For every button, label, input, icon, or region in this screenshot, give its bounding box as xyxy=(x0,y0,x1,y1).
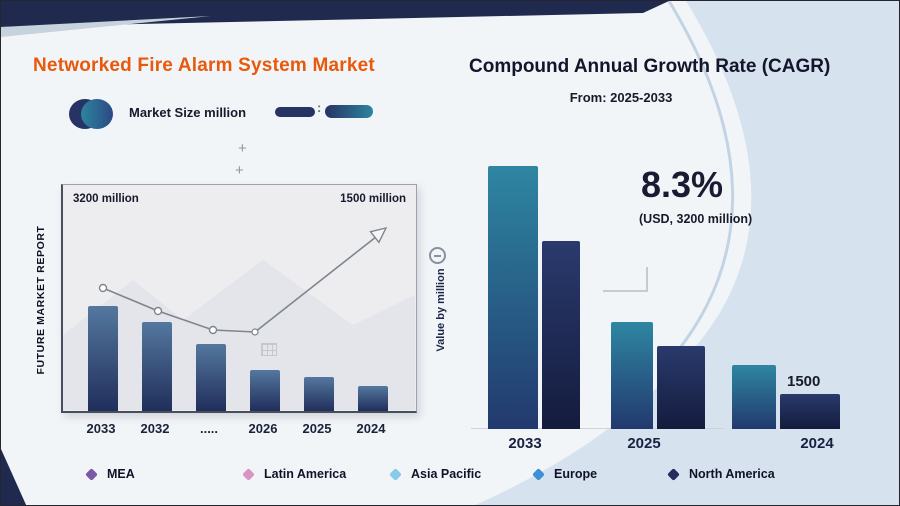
right-bar-primary xyxy=(732,364,776,429)
arrow-head-icon xyxy=(369,226,388,244)
left-axis-label: ..... xyxy=(199,421,219,436)
region-legend-label: Europe xyxy=(554,467,598,481)
right-bar-primary xyxy=(488,166,538,429)
annotation-min: 1500 million xyxy=(340,193,406,205)
top-band-accent xyxy=(1,16,211,37)
swoosh-edge-line xyxy=(667,1,735,354)
region-legend-label: North America xyxy=(689,467,775,481)
right-axis-label: 2025 xyxy=(627,435,661,452)
right-bar-secondary xyxy=(780,393,840,429)
bottom-left-corner xyxy=(1,449,27,505)
region-legend-label: Latin America xyxy=(264,467,347,481)
minus-circle-icon xyxy=(429,247,446,264)
right-chart-baseline xyxy=(471,428,723,429)
left-bar xyxy=(304,376,334,411)
left-title: Networked Fire Alarm System Market xyxy=(33,55,375,76)
cagr-value: 8.3% xyxy=(641,164,724,205)
left-bar xyxy=(88,306,118,411)
right-bar-value-label: 1500 xyxy=(787,373,821,390)
left-axis-label: 2032 xyxy=(140,421,170,436)
left-bar xyxy=(142,322,172,411)
right-subtitle: From: 2025-2033 xyxy=(569,90,673,105)
left-bars xyxy=(63,185,416,411)
right-bar-secondary xyxy=(542,240,580,429)
right-title: Compound Annual Growth Rate (CAGR) xyxy=(469,56,831,77)
left-side-label: FUTURE MARKET REPORT xyxy=(35,225,47,375)
left-bar xyxy=(250,369,280,411)
left-axis-label: 2033 xyxy=(86,421,116,436)
region-legend-label: MEA xyxy=(107,467,135,481)
legend-pill-dark xyxy=(275,107,315,117)
left-chart-panel: 3200 million 1500 million xyxy=(61,184,417,413)
right-bar-secondary xyxy=(657,345,705,429)
cagr-note: (USD, 3200 million) xyxy=(639,212,753,226)
market-size-legend-label: Market Size million xyxy=(129,105,247,120)
plus-icon: + xyxy=(235,162,244,179)
corner-bracket-icon xyxy=(603,267,648,292)
legend-pill-separator: : xyxy=(317,100,322,115)
plus-icon: + xyxy=(238,140,247,157)
left-bar xyxy=(358,386,388,411)
top-band xyxy=(1,1,669,27)
right-swoosh xyxy=(475,1,899,505)
trend-line-and-arrow xyxy=(98,226,388,336)
grid-icon xyxy=(261,343,277,356)
left-bar xyxy=(196,343,226,411)
region-legend-label: Asia Pacific xyxy=(411,467,482,481)
value-axis-label: Value by million xyxy=(435,268,447,352)
left-axis-label: 2026 xyxy=(248,421,278,436)
right-axis-label: 2033 xyxy=(508,435,542,452)
left-axis-label: 2025 xyxy=(302,421,332,436)
right-axis-label: 2024 xyxy=(800,435,834,452)
legend-pill-gradient xyxy=(325,105,373,118)
market-size-icon xyxy=(69,99,113,129)
left-axis-label: 2024 xyxy=(356,421,386,436)
right-bar-primary xyxy=(611,322,653,429)
annotation-max: 3200 million xyxy=(73,193,139,205)
